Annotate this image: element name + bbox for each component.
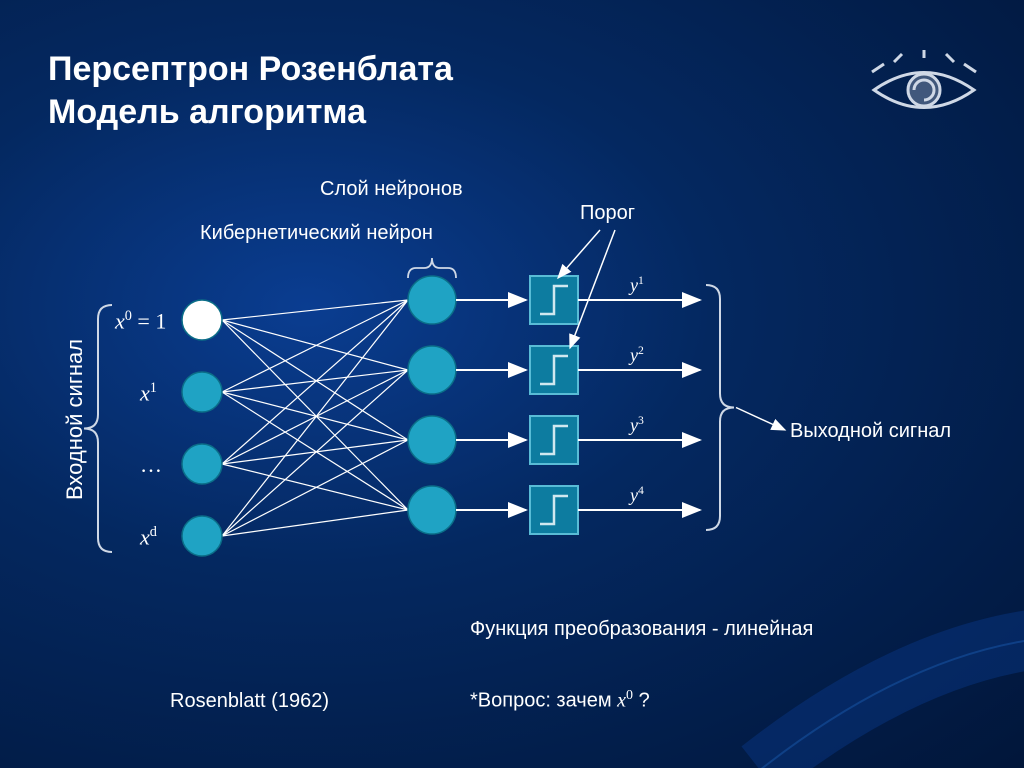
label-threshold: Порог (580, 202, 635, 225)
math-x0: x0 = 1 (115, 308, 166, 334)
footnote-author: Rosenblatt (1962) (170, 690, 329, 713)
question-prefix: *Вопрос: зачем (470, 690, 617, 712)
label-cyber-neuron: Кибернетический нейрон (200, 222, 433, 245)
label-output-signal: Выходной сигнал (790, 420, 951, 443)
math-dots: … (140, 452, 162, 478)
math-x1: x1 (140, 380, 157, 406)
math-y1: y1 (630, 274, 644, 296)
footnote-question: *Вопрос: зачем x0 ? (470, 688, 650, 713)
math-y4: y4 (630, 484, 644, 506)
math-y2: y2 (630, 344, 644, 366)
label-neuron-layer: Слой нейронов (320, 178, 463, 201)
math-xd: xd (140, 524, 157, 550)
math-y3: y3 (630, 414, 644, 436)
slide-root: Персептрон Розенблата Модель алгоритма (0, 0, 1024, 768)
footnote-function: Функция преобразования - линейная (470, 618, 813, 641)
label-input-signal: Входной сигнал (62, 339, 88, 500)
question-suffix: ? (633, 690, 650, 712)
